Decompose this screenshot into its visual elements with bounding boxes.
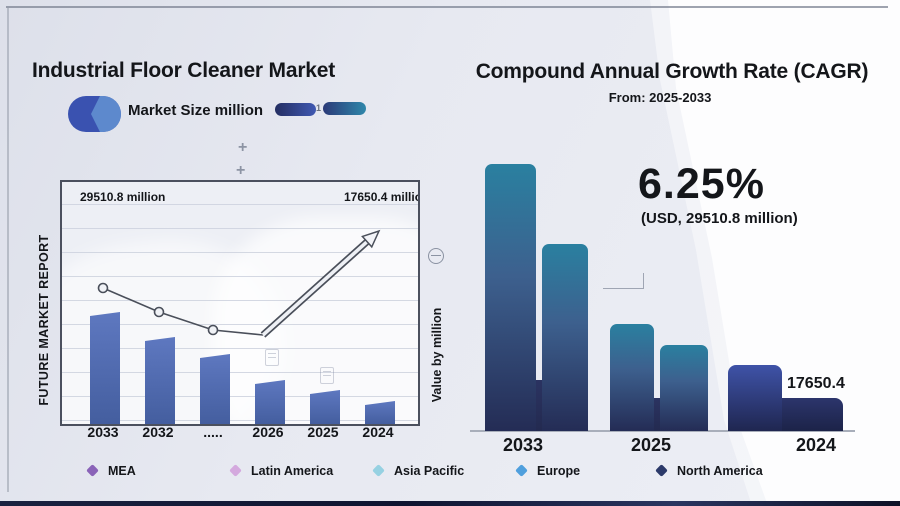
bar-2024-primary — [728, 365, 782, 431]
legend-label: MEA — [108, 464, 136, 478]
scale-separator: 1 — [316, 103, 322, 113]
legend-label: Europe — [537, 464, 581, 478]
scale-pill-right — [323, 102, 366, 115]
x-label: 2025 — [307, 424, 339, 440]
diamond-icon — [229, 464, 242, 477]
value-axis-label: Value by million — [430, 307, 444, 403]
ghost-clipboard-icon — [265, 349, 279, 366]
x-label: 2025 — [630, 435, 672, 455]
cagr-title: Compound Annual Growth Rate (CAGR) — [475, 60, 869, 83]
cagr-subtitle: From: 2025-2033 — [608, 90, 712, 105]
bar-gap-fill — [654, 398, 660, 431]
x-label: 2024 — [795, 435, 837, 455]
bar-2025-primary — [610, 324, 654, 431]
bar-gap-fill — [536, 380, 542, 431]
bar-dots — [200, 354, 230, 424]
page-title: Industrial Floor Cleaner Market — [32, 59, 336, 82]
bar-2033-secondary — [542, 244, 588, 431]
bar-2024-value-label: 17650.4 — [787, 375, 845, 392]
market-size-chart: 29510.8 million 17650.4 million — [60, 180, 420, 426]
diamond-icon — [655, 464, 668, 477]
x-label: 2033 — [87, 424, 119, 440]
diamond-icon — [86, 464, 99, 477]
legend-label: North America — [677, 464, 763, 478]
x-label: 2024 — [362, 424, 394, 440]
diamond-icon — [372, 464, 385, 477]
market-size-label: Market Size million — [128, 102, 264, 119]
diamond-icon — [515, 464, 528, 477]
plus-mark-2: + — [236, 162, 246, 179]
max-value-annotation: 29510.8 million — [80, 190, 166, 204]
bar-2025 — [310, 390, 340, 424]
cagr-value: 6.25% — [638, 160, 765, 208]
bar-2032 — [145, 337, 175, 424]
bottom-accent-strip — [0, 501, 900, 506]
scale-pill-left — [275, 103, 316, 116]
ghost-clipboard-icon — [320, 367, 334, 384]
minus-circle-icon — [428, 248, 444, 264]
bar-2033 — [90, 312, 120, 424]
plus-mark-1: + — [238, 139, 248, 156]
bar-2024 — [365, 401, 395, 424]
frame-top-line — [6, 6, 888, 8]
step-decor-line — [603, 273, 644, 289]
cylinder-icon — [68, 96, 121, 132]
legend-label: Asia Pacific — [394, 464, 465, 478]
legend-label: Latin America — [251, 464, 334, 478]
cylinder-face-icon — [91, 96, 121, 132]
bar-2026 — [255, 380, 285, 424]
x-label: 2033 — [502, 435, 544, 455]
x-label: 2032 — [142, 424, 174, 440]
frame-left-line — [7, 6, 9, 492]
cagr-caption: (USD, 29510.8 million) — [641, 210, 798, 227]
x-label: ..... — [203, 424, 223, 440]
future-market-report-watermark: FUTURE MARKET REPORT — [37, 234, 51, 406]
min-value-annotation: 17650.4 million — [344, 190, 418, 204]
bar-2025-secondary — [660, 345, 708, 431]
bar-2033-primary — [485, 164, 536, 431]
x-label: 2026 — [252, 424, 284, 440]
right-chart-axis — [470, 430, 855, 432]
bar-2024-secondary — [782, 398, 843, 431]
